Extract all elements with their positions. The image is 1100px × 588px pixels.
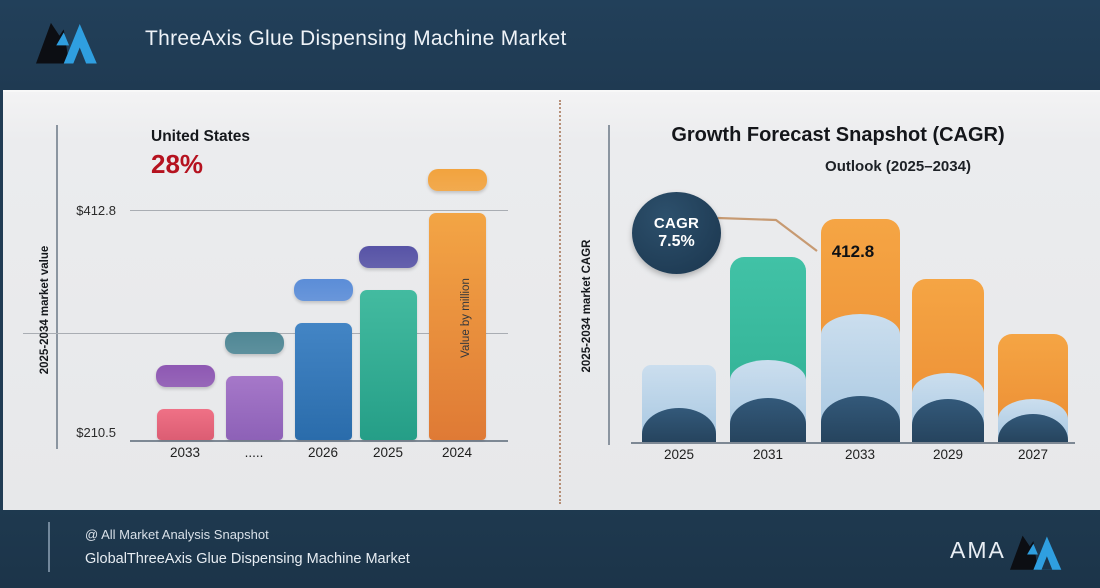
left-bar-cap-2024: [427, 169, 487, 192]
right-y-axis-title: 2025-2034 market CAGR: [581, 239, 593, 373]
right-bar-base-2031: [730, 398, 806, 442]
footer-brand-text: AMA: [950, 537, 1006, 563]
left-x-label-2033: 2033: [169, 445, 201, 460]
right-y-axis-line: [608, 125, 610, 445]
ama-logo-icon: [1010, 535, 1062, 570]
left-bar-cap-2026: [293, 279, 353, 302]
left-x-axis-line: [130, 440, 508, 442]
left-chart-region-label: United States: [151, 128, 251, 145]
left-bar-2026: [294, 323, 352, 440]
ama-logo-icon: [36, 22, 97, 64]
left-chart-highlight-value: 28%: [151, 149, 204, 179]
cagr-badge-label: CAGR: [653, 215, 700, 232]
value-by-million-label: Value by million: [460, 278, 472, 358]
right-x-axis-line: [631, 442, 1075, 444]
cagr-badge: CAGR 7.5%: [632, 192, 721, 274]
left-y-axis-title: 2025-2034 market value: [39, 245, 51, 375]
left-x-label-2026: 2026: [307, 445, 339, 460]
left-gridline-upper: [130, 210, 508, 211]
left-x-label-2025: 2025: [372, 445, 404, 460]
left-bar-2024: [428, 213, 486, 440]
left-x-label-2024: 2024: [441, 445, 473, 460]
right-bar-base-2025: [642, 407, 716, 442]
right-bar-base-2029: [912, 398, 984, 442]
left-tick-lower: $210.5: [76, 425, 116, 440]
left-y-axis-line: [56, 125, 58, 449]
footer-divider-line: [48, 522, 50, 572]
left-x-label-.....: .....: [244, 445, 264, 460]
left-bar-cap-.....: [224, 331, 284, 354]
page-title: ThreeAxis Glue Dispensing Machine Market: [145, 27, 567, 50]
right-x-label-2033: 2033: [844, 447, 876, 462]
right-x-label-2027: 2027: [1017, 447, 1049, 462]
footer: @ All Market Analysis Snapshot GlobalThr…: [0, 510, 1100, 588]
right-bar-base-2033: [820, 396, 900, 442]
panel-divider: [559, 100, 561, 504]
right-x-label-2025: 2025: [663, 447, 695, 462]
right-chart-title: Growth Forecast Snapshot (CAGR): [671, 124, 1005, 146]
left-bar-cap-2025: [358, 246, 418, 269]
peak-value-annotation: 412.8: [831, 242, 875, 261]
left-bar-cap-2033: [155, 364, 215, 387]
right-x-label-2031: 2031: [752, 447, 784, 462]
left-tick-upper: $412.8: [76, 203, 116, 218]
right-x-label-2029: 2029: [932, 447, 964, 462]
left-bar-2033: [156, 408, 214, 440]
right-chart-subtitle: Outlook (2025–2034): [825, 158, 971, 175]
content-area: $412.8 $210.5 2025-2034 market value Uni…: [3, 90, 1100, 510]
left-bar-2025: [359, 290, 417, 440]
left-bar-.....: [225, 375, 283, 440]
footer-credit: @ All Market Analysis Snapshot: [85, 527, 269, 542]
cagr-badge-value: 7.5%: [658, 233, 695, 250]
header: ThreeAxis Glue Dispensing Machine Market: [0, 0, 1100, 90]
footer-source: GlobalThreeAxis Glue Dispensing Machine …: [85, 551, 410, 567]
